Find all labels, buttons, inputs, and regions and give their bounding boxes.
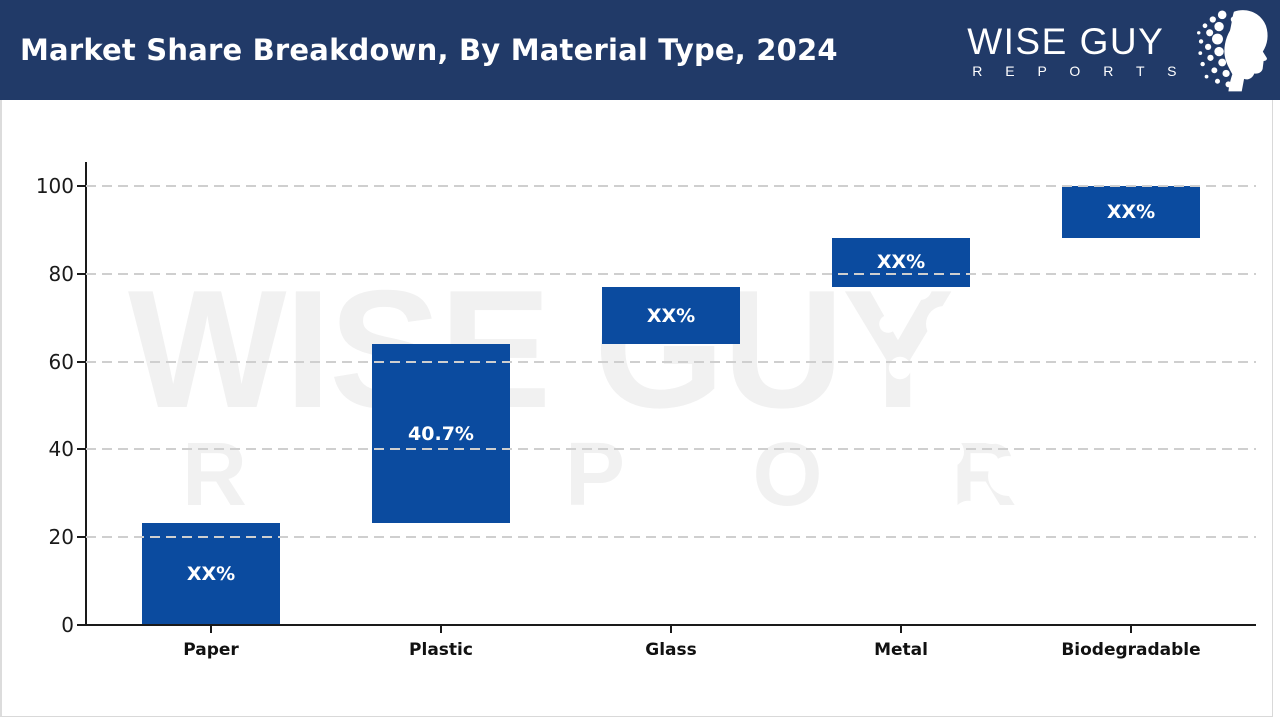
y-tick-mark — [77, 536, 86, 539]
x-category-label: Biodegradable — [1061, 640, 1201, 660]
chart-canvas: WISE GUY R E P O R T S 020406080100XX%Pa… — [0, 100, 1280, 720]
brand-name: WISE GUY — [967, 20, 1165, 62]
x-tick-mark — [1130, 626, 1132, 633]
bar-value-label: XX% — [186, 563, 236, 586]
x-tick-mark — [670, 626, 672, 633]
bar-chart-plot: 0 20 40 60 80 100 XX% Paper 40.7% Plastic XX% Glass… — [0, 100, 1280, 720]
y-tick-label: 100 — [35, 174, 74, 198]
x-tick-mark — [900, 626, 902, 633]
x-tick-mark — [210, 626, 212, 633]
bar-value-label: 40.7% — [408, 422, 474, 445]
y-tick-label: 20 — [48, 525, 74, 550]
y-tick-label: 0 — [61, 613, 74, 637]
bar-metal — [832, 237, 970, 287]
x-category-label: Plastic — [409, 640, 473, 660]
dotted-head-icon — [1197, 10, 1268, 92]
y-tick-label: 40 — [48, 437, 74, 462]
bar-value-label: XX% — [1106, 200, 1156, 223]
bar-value-label: XX% — [646, 304, 696, 327]
x-category-label: Glass — [645, 640, 697, 660]
brand-subtitle: R E P O R T S — [972, 62, 1186, 79]
header-bar: Market Share Breakdown, By Material Type… — [0, 0, 1280, 100]
brand-logo-text: WISE GUY R E P O R T S — [967, 23, 1186, 78]
y-tick-mark — [77, 360, 86, 363]
y-tick-mark — [77, 272, 86, 275]
x-category-label: Paper — [183, 640, 239, 660]
bar-paper — [142, 523, 280, 625]
bar-glass — [602, 286, 740, 345]
bar-plastic — [372, 344, 510, 524]
y-tick-label: 60 — [48, 349, 74, 374]
y-gridline — [86, 448, 1256, 451]
bar-value-label: XX% — [876, 251, 926, 274]
watermark-brand-text: WISE GUY — [128, 255, 954, 443]
y-gridline — [86, 536, 1256, 539]
y-gridline — [86, 360, 1256, 363]
y-tick-mark — [77, 448, 86, 451]
y-tick-mark — [77, 185, 86, 187]
x-tick-mark — [440, 626, 442, 633]
page-title: Market Share Breakdown, By Material Type… — [20, 33, 838, 67]
brand-logo: WISE GUY R E P O R T S — [967, 0, 1270, 100]
bar-biodegradable — [1062, 186, 1200, 238]
y-gridline — [86, 272, 1256, 275]
y-tick-label: 80 — [48, 261, 74, 286]
y-axis-line — [85, 162, 87, 626]
y-gridline — [86, 185, 1256, 187]
y-tick-mark — [77, 624, 86, 626]
x-category-label: Metal — [874, 640, 928, 660]
x-axis-line — [85, 624, 1256, 626]
